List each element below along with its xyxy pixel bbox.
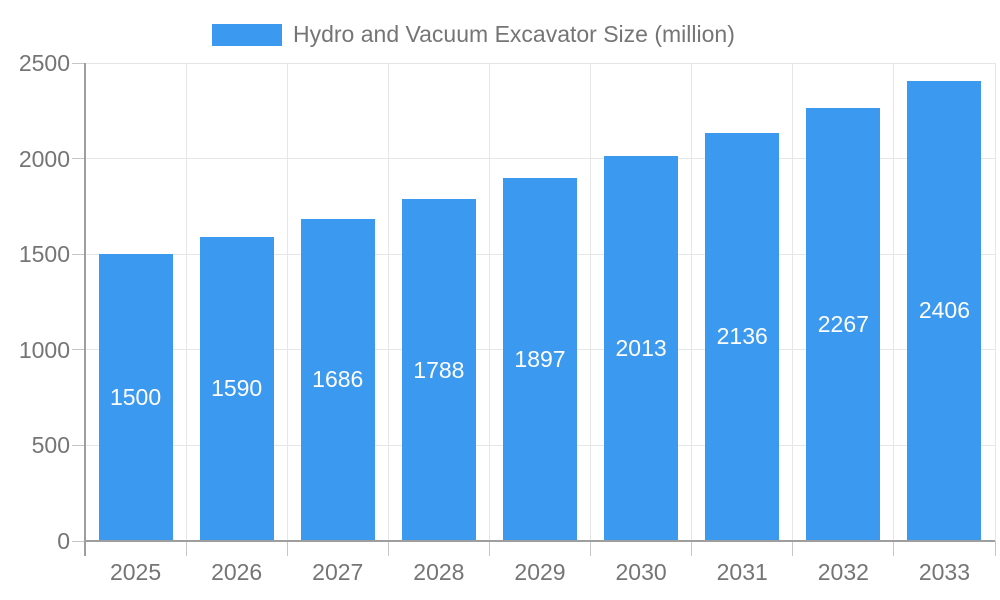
bar-value-label: 1590: [211, 375, 263, 402]
gridline: [286, 63, 288, 541]
gridline: [387, 63, 389, 541]
tick-mark: [387, 541, 389, 556]
legend: Hydro and Vacuum Excavator Size (million…: [212, 21, 735, 48]
tick-mark: [488, 541, 490, 556]
tick-mark: [286, 541, 288, 556]
bar-value-label: 2136: [716, 323, 768, 350]
gridline: [691, 63, 693, 541]
gridline: [590, 63, 592, 541]
legend-label: Hydro and Vacuum Excavator Size (million…: [293, 21, 735, 47]
bar-2032[interactable]: 2267: [806, 107, 881, 541]
y-axis-label: 0: [57, 528, 70, 554]
x-axis-label: 2025: [109, 559, 162, 585]
y-axis-label: 2500: [18, 50, 70, 76]
x-axis-label: 2027: [312, 559, 364, 585]
y-axis-label: 1500: [18, 241, 70, 268]
bar-2033[interactable]: 2406: [907, 80, 982, 541]
tick-mark: [185, 541, 187, 556]
tick-mark: [994, 541, 996, 556]
gridline: [994, 63, 996, 541]
tick-mark: [72, 253, 85, 255]
x-axis-line: [84, 540, 995, 542]
bar-2025[interactable]: 1500: [98, 254, 173, 541]
bar-value-label: 1500: [109, 384, 162, 411]
tick-mark: [72, 540, 85, 542]
bar-2028[interactable]: 1788: [401, 199, 476, 541]
bar-2029[interactable]: 1897: [503, 178, 577, 541]
tick-mark: [691, 541, 693, 556]
tick-mark: [72, 62, 85, 64]
x-axis-label: 2029: [514, 559, 566, 585]
y-axis-line: [84, 63, 86, 556]
bar-2031[interactable]: 2136: [705, 132, 780, 541]
y-axis-label: 2000: [18, 145, 70, 172]
gridline: [77, 62, 995, 64]
bar-value-label: 1897: [514, 346, 566, 373]
tick-mark: [72, 158, 85, 160]
tick-mark: [590, 541, 592, 556]
y-axis-label: 1000: [18, 336, 70, 363]
x-axis-label: 2028: [413, 559, 465, 585]
gridline: [185, 63, 187, 541]
bar-2027[interactable]: 1686: [300, 218, 375, 541]
gridline: [792, 63, 794, 541]
x-axis-label: 2032: [817, 559, 869, 585]
bar-value-label: 2267: [817, 310, 869, 337]
bar-value-label: 1686: [312, 366, 364, 393]
bar-value-label: 1788: [413, 356, 465, 383]
bar-value-label: 2013: [615, 335, 667, 362]
tick-mark: [72, 349, 85, 351]
legend-swatch: [212, 23, 282, 46]
tick-mark: [72, 444, 85, 446]
x-axis-label: 2031: [716, 559, 768, 585]
tick-mark: [893, 541, 895, 556]
gridline: [893, 63, 895, 541]
x-axis-label: 2030: [615, 559, 667, 585]
x-axis-label: 2026: [211, 559, 263, 585]
bar-2030[interactable]: 2013: [604, 156, 679, 541]
x-axis-label: 2033: [918, 559, 971, 585]
y-axis-label: 500: [31, 432, 70, 459]
bar-2026[interactable]: 1590: [199, 236, 274, 541]
tick-mark: [792, 541, 794, 556]
bar-value-label: 2406: [918, 297, 971, 324]
gridline: [488, 63, 490, 541]
gridline: [77, 158, 995, 160]
